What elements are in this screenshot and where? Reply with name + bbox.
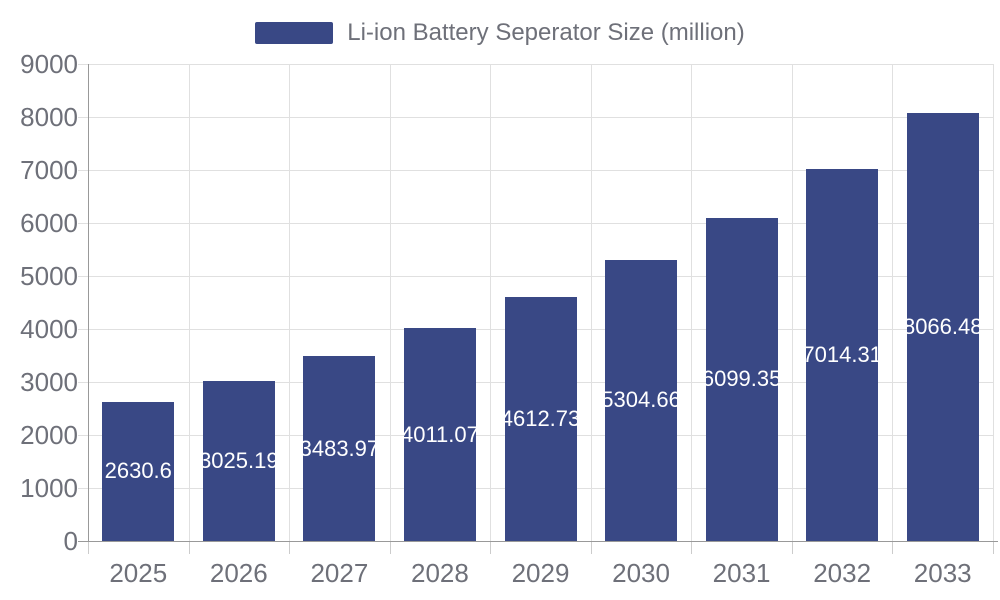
x-axis-tick-label: 2030 (612, 558, 670, 588)
y-axis-tick-label: 4000 (20, 314, 78, 344)
x-gridline (289, 64, 291, 541)
y-gridline (78, 170, 993, 171)
bar[interactable]: 4011.07 (403, 328, 476, 541)
x-gridline (892, 64, 894, 541)
bar-value-label: 4612.73 (504, 405, 577, 431)
x-axis-tick-label: 2026 (209, 558, 268, 588)
bar[interactable]: 3483.97 (303, 356, 376, 541)
bar-value-label: 3025.19 (202, 447, 275, 473)
x-axis-tick (791, 541, 793, 554)
x-axis-tick-label: 2029 (511, 558, 570, 588)
x-gridline (389, 64, 391, 541)
bar[interactable]: 2630.6 (102, 401, 175, 541)
x-axis-tick (892, 541, 894, 554)
x-axis-tick (289, 541, 291, 554)
bar-value-label: 6099.35 (705, 366, 778, 392)
y-gridline (78, 223, 993, 224)
bar[interactable]: 7014.31 (806, 169, 879, 541)
x-axis-tick-label: 2033 (913, 558, 972, 588)
x-axis-tick (188, 541, 190, 554)
y-axis-tick-label: 3000 (20, 367, 78, 397)
x-axis-tick (389, 541, 391, 554)
x-gridline (791, 64, 793, 541)
y-gridline (78, 276, 993, 277)
bar[interactable]: 3025.19 (202, 380, 275, 541)
x-axis-tick-label: 2028 (411, 558, 469, 588)
bar[interactable]: 4612.73 (504, 296, 577, 541)
bar[interactable]: 5304.66 (605, 259, 678, 541)
bar-value-label: 3483.97 (303, 435, 376, 461)
x-axis-tick-label: 2025 (109, 558, 168, 588)
x-gridline (188, 64, 190, 541)
x-axis-line (78, 541, 998, 542)
y-gridline (78, 117, 993, 118)
bar-value-label: 7014.31 (806, 342, 879, 368)
legend[interactable]: Li-ion Battery Seperator Size (million) (0, 18, 1000, 48)
bar-value-label: 4011.07 (403, 421, 476, 447)
bar[interactable]: 8066.48 (906, 113, 979, 541)
y-axis-tick-label: 5000 (20, 261, 78, 291)
y-axis-tick-label: 0 (63, 526, 78, 556)
y-axis-tick-label: 7000 (20, 155, 78, 185)
x-gridline (490, 64, 492, 541)
y-axis-tick-label: 6000 (20, 208, 78, 238)
y-gridline (78, 64, 993, 65)
y-axis-line (88, 64, 89, 541)
x-gridline (993, 64, 994, 541)
x-axis-tick (490, 541, 492, 554)
y-axis-tick-label: 2000 (20, 420, 78, 450)
x-gridline (590, 64, 592, 541)
bar-value-label: 8066.48 (906, 314, 979, 340)
y-axis-tick-label: 9000 (20, 49, 78, 79)
x-axis-tick (691, 541, 693, 554)
x-axis-tick-label: 2027 (310, 558, 369, 588)
x-axis-tick (993, 541, 994, 554)
legend-label: Li-ion Battery Seperator Size (million) (347, 19, 745, 46)
x-axis-tick (88, 541, 89, 554)
bar[interactable]: 6099.35 (705, 217, 778, 541)
x-axis-tick (590, 541, 592, 554)
legend-swatch-icon (255, 22, 334, 44)
bar-value-label: 5304.66 (605, 387, 678, 413)
bar-value-label: 2630.6 (104, 458, 172, 484)
x-gridline (691, 64, 693, 541)
y-axis-tick-label: 8000 (20, 102, 78, 132)
x-axis-tick-label: 2032 (813, 558, 872, 588)
y-axis-tick-label: 1000 (20, 473, 78, 503)
x-axis-tick-label: 2031 (712, 558, 771, 588)
